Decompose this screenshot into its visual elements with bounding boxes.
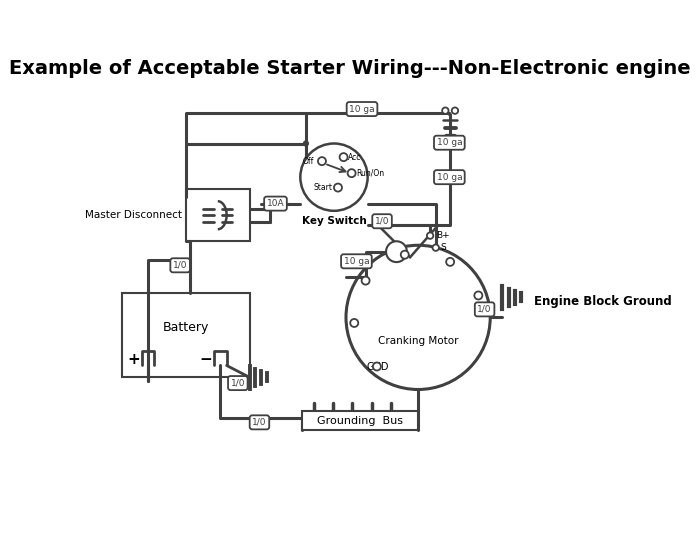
Text: 10 ga: 10 ga bbox=[437, 173, 462, 182]
Text: Cranking Motor: Cranking Motor bbox=[378, 336, 458, 346]
Circle shape bbox=[475, 292, 482, 300]
Text: M: M bbox=[392, 247, 400, 257]
Bar bbox=[122, 293, 250, 377]
Text: Acc: Acc bbox=[349, 152, 362, 161]
Circle shape bbox=[433, 245, 439, 251]
Circle shape bbox=[334, 183, 342, 191]
Text: Battery: Battery bbox=[162, 321, 209, 334]
Text: Key Switch: Key Switch bbox=[302, 216, 366, 226]
Circle shape bbox=[401, 251, 409, 259]
Circle shape bbox=[386, 241, 407, 262]
Text: Start: Start bbox=[314, 183, 332, 192]
Circle shape bbox=[427, 232, 433, 239]
Text: 10 ga: 10 ga bbox=[349, 104, 375, 114]
Text: Example of Acceptable Starter Wiring---Non-Electronic engine: Example of Acceptable Starter Wiring---N… bbox=[9, 59, 691, 78]
Text: Run/On: Run/On bbox=[356, 168, 384, 177]
Circle shape bbox=[350, 319, 358, 327]
Circle shape bbox=[452, 108, 458, 114]
Text: B+: B+ bbox=[437, 231, 450, 240]
Text: 1/0: 1/0 bbox=[252, 418, 267, 427]
Text: Grounding  Bus: Grounding Bus bbox=[317, 416, 403, 426]
Circle shape bbox=[373, 362, 381, 370]
Text: +: + bbox=[127, 352, 140, 367]
Text: 1/0: 1/0 bbox=[374, 217, 389, 226]
Circle shape bbox=[340, 153, 348, 161]
Circle shape bbox=[442, 108, 449, 114]
Text: 10A: 10A bbox=[267, 199, 284, 208]
Circle shape bbox=[348, 169, 356, 177]
Text: −: − bbox=[199, 352, 212, 367]
Bar bbox=[302, 411, 418, 430]
Circle shape bbox=[446, 258, 454, 266]
Text: S: S bbox=[440, 243, 447, 252]
Text: Engine Block Ground: Engine Block Ground bbox=[534, 295, 672, 308]
Circle shape bbox=[300, 143, 368, 211]
Text: 1/0: 1/0 bbox=[173, 261, 188, 270]
Text: 10 ga: 10 ga bbox=[344, 257, 369, 266]
Bar bbox=[186, 189, 250, 241]
Text: GND: GND bbox=[367, 362, 389, 372]
Circle shape bbox=[346, 245, 490, 390]
Circle shape bbox=[304, 141, 308, 146]
Text: 1/0: 1/0 bbox=[230, 378, 245, 387]
Circle shape bbox=[362, 277, 370, 285]
Text: Master Disconnect: Master Disconnect bbox=[85, 210, 182, 220]
Text: 10 ga: 10 ga bbox=[437, 138, 462, 147]
Text: Off: Off bbox=[302, 157, 314, 166]
Circle shape bbox=[318, 157, 326, 165]
Text: 1/0: 1/0 bbox=[477, 305, 492, 314]
